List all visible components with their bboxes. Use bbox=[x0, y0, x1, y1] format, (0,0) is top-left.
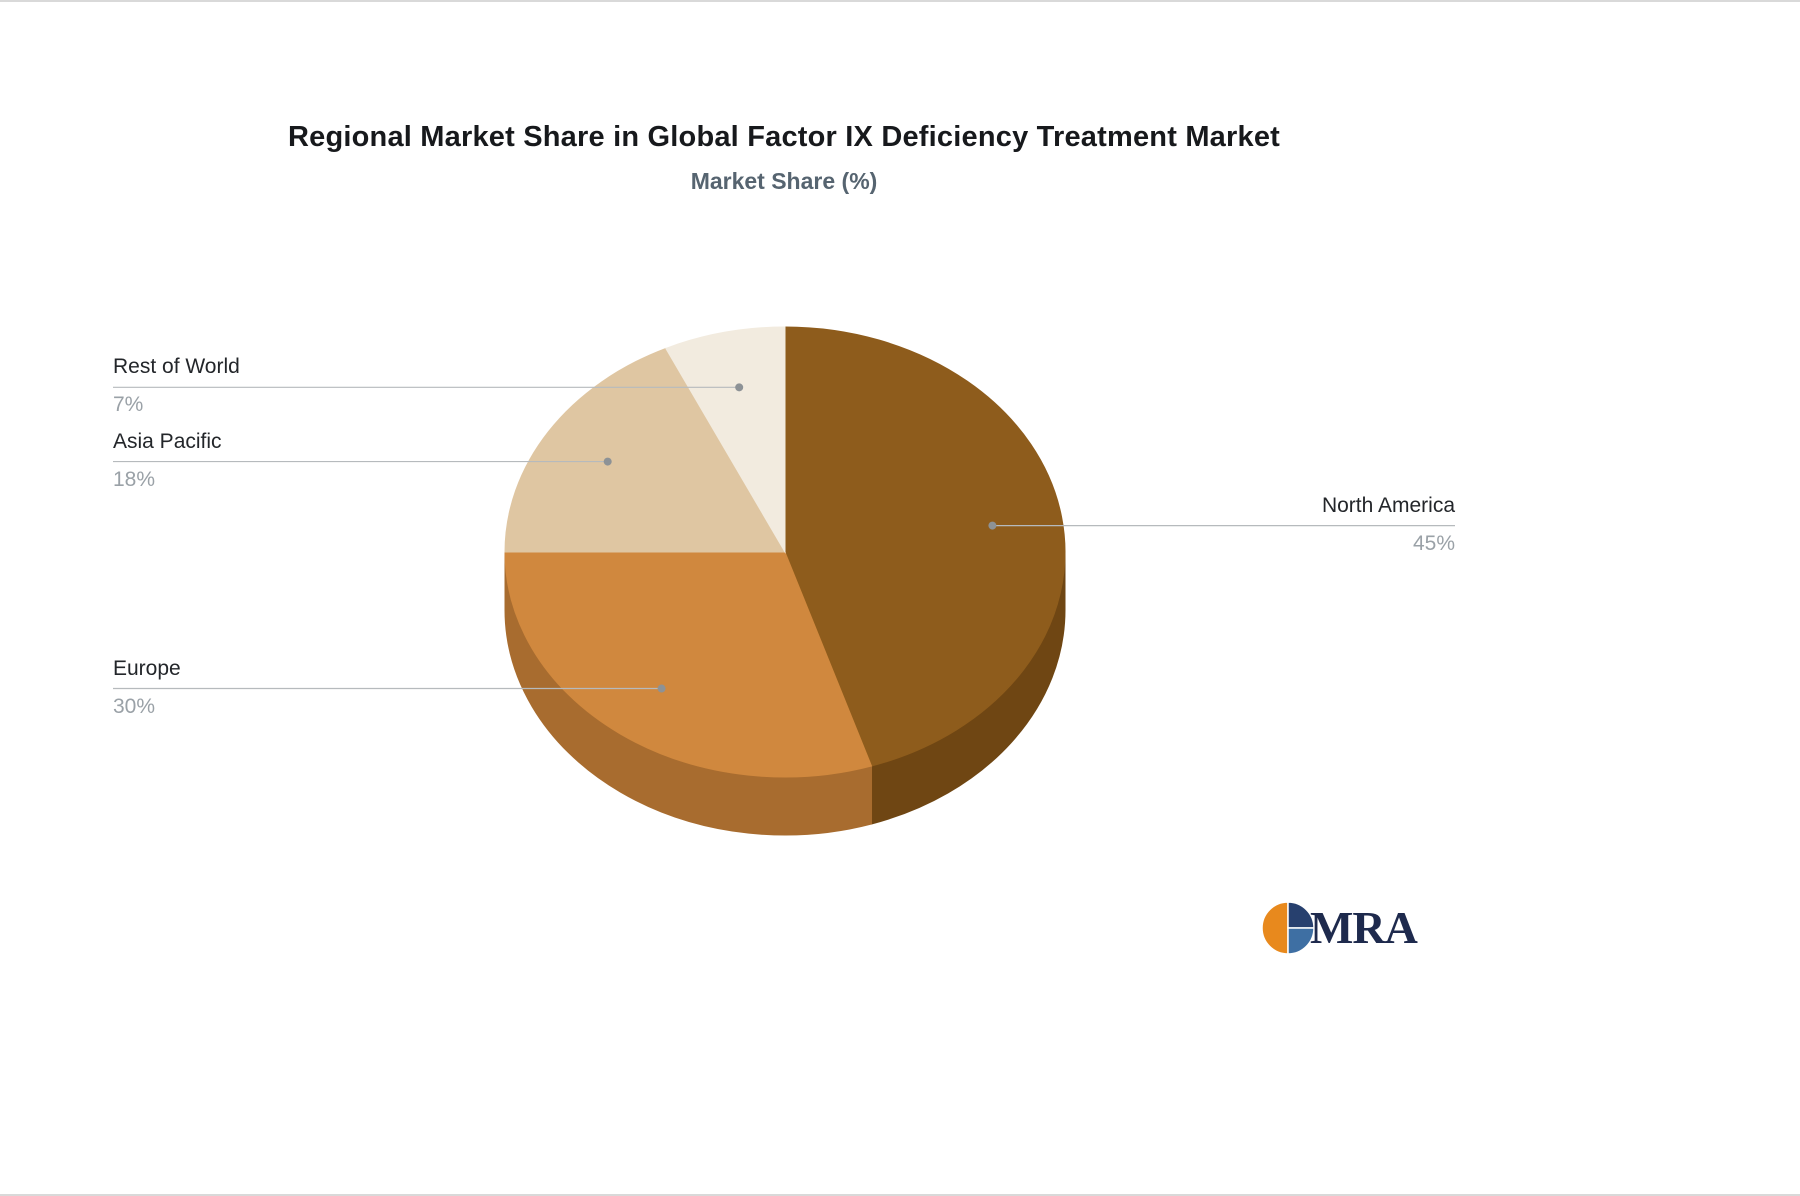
chart-title: Regional Market Share in Global Factor I… bbox=[287, 121, 1281, 153]
pie-label-europe: Europe 30% bbox=[113, 656, 181, 720]
pie-label-asia-pacific: Asia Pacific 18% bbox=[113, 429, 222, 493]
leader-dot-north-america bbox=[988, 521, 997, 530]
pie-slice-north-america[interactable] bbox=[784, 326, 1066, 767]
pie-label-rest-of-world: Rest of World 7% bbox=[113, 354, 240, 418]
logo-wedge-orange bbox=[1262, 901, 1289, 954]
leader-dot-rest-of-world bbox=[735, 383, 744, 392]
chart-header: Regional Market Share in Global Factor I… bbox=[0, 118, 1568, 196]
brand-logo: MRA bbox=[1262, 901, 1418, 954]
logo-wedge-navy bbox=[1287, 901, 1314, 929]
slice-value: 7% bbox=[113, 393, 144, 417]
leader-dot-europe bbox=[657, 684, 666, 693]
slice-value: 18% bbox=[113, 467, 156, 491]
chart-subtitle: Market Share (%) bbox=[690, 168, 878, 194]
slice-label: Asia Pacific bbox=[113, 429, 222, 453]
brand-logo-icon bbox=[1262, 901, 1314, 954]
slice-label: Rest of World bbox=[113, 355, 240, 379]
leader-dot-asia-pacific bbox=[603, 457, 612, 466]
pie-slice-europe[interactable] bbox=[504, 551, 873, 778]
slice-label: Europe bbox=[113, 656, 181, 680]
pie-slice-asia-pacific[interactable] bbox=[504, 347, 786, 553]
pie-label-north-america: North America 45% bbox=[1322, 493, 1455, 557]
page-border-bottom bbox=[0, 1194, 1800, 1196]
slice-value: 30% bbox=[113, 694, 156, 718]
page-border-top bbox=[0, 0, 1800, 2]
brand-logo-text: MRA bbox=[1310, 902, 1418, 953]
pie-slice-rest-of-world[interactable] bbox=[665, 326, 786, 554]
slice-label: North America bbox=[1321, 493, 1455, 517]
logo-wedge-blue bbox=[1287, 926, 1314, 954]
slice-value: 45% bbox=[1412, 531, 1455, 555]
